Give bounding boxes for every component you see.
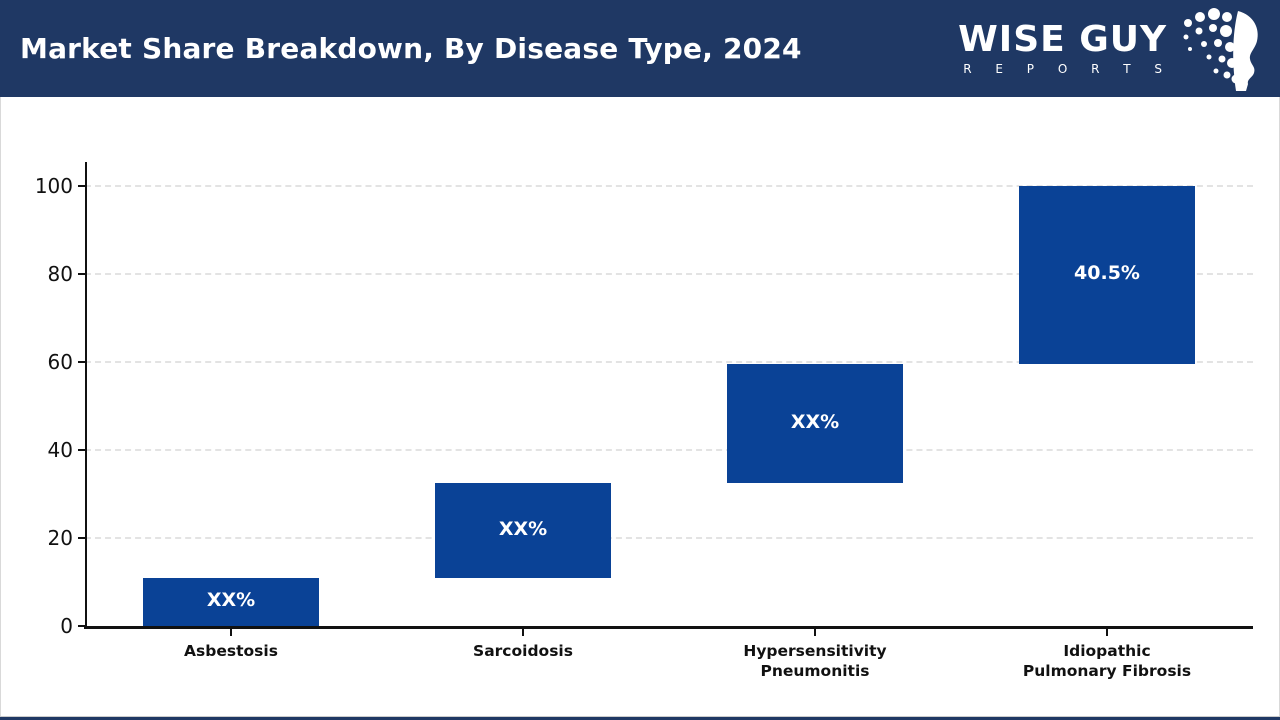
y-tick-label-100: 100 xyxy=(34,174,73,198)
footer-bar xyxy=(0,716,1280,720)
x-tick-3 xyxy=(1106,628,1108,636)
x-category-label-3: Idiopathic Pulmonary Fibrosis xyxy=(1022,642,1192,681)
logo-wordmark: WISE GUY xyxy=(958,18,1168,60)
logo-text: WISE GUY R E P O R T S xyxy=(953,18,1172,76)
bar-value-label-1: XX% xyxy=(498,517,548,540)
logo-face-icon xyxy=(1183,7,1258,91)
y-tick-40 xyxy=(78,449,85,451)
gridline-20 xyxy=(85,537,1253,539)
gridline-60 xyxy=(85,361,1253,363)
y-tick-label-0: 0 xyxy=(60,614,73,638)
x-tick-0 xyxy=(230,628,232,636)
y-tick-label-20: 20 xyxy=(47,526,73,550)
header-bar: Market Share Breakdown, By Disease Type,… xyxy=(0,0,1280,97)
logo-subtext: R E P O R T S xyxy=(963,61,1172,76)
bar-2 xyxy=(727,364,903,483)
y-tick-0 xyxy=(78,625,85,627)
bar-0 xyxy=(143,578,319,626)
y-axis-line xyxy=(85,162,87,628)
x-tick-2 xyxy=(814,628,816,636)
page-title: Market Share Breakdown, By Disease Type,… xyxy=(20,32,802,65)
x-tick-1 xyxy=(522,628,524,636)
bar-1 xyxy=(435,483,611,579)
y-tick-100 xyxy=(78,185,85,187)
gridline-40 xyxy=(85,449,1253,451)
y-tick-label-40: 40 xyxy=(47,438,73,462)
x-category-label-1: Sarcoidosis xyxy=(473,642,573,660)
y-tick-label-60: 60 xyxy=(47,350,73,374)
bar-value-label-3: 40.5% xyxy=(1074,262,1140,285)
y-tick-20 xyxy=(78,537,85,539)
logo: WISE GUY R E P O R T S xyxy=(953,7,1262,91)
gridline-100 xyxy=(85,185,1253,187)
y-tick-60 xyxy=(78,361,85,363)
gridline-80 xyxy=(85,273,1253,275)
y-tick-80 xyxy=(78,273,85,275)
bar-value-label-2: XX% xyxy=(790,410,840,433)
x-category-label-2: Hypersensitivity Pneumonitis xyxy=(743,642,887,681)
bar-value-label-0: XX% xyxy=(206,589,256,612)
x-category-label-0: Asbestosis xyxy=(184,642,278,660)
x-axis-line xyxy=(84,626,1253,629)
y-tick-label-80: 80 xyxy=(47,262,73,286)
